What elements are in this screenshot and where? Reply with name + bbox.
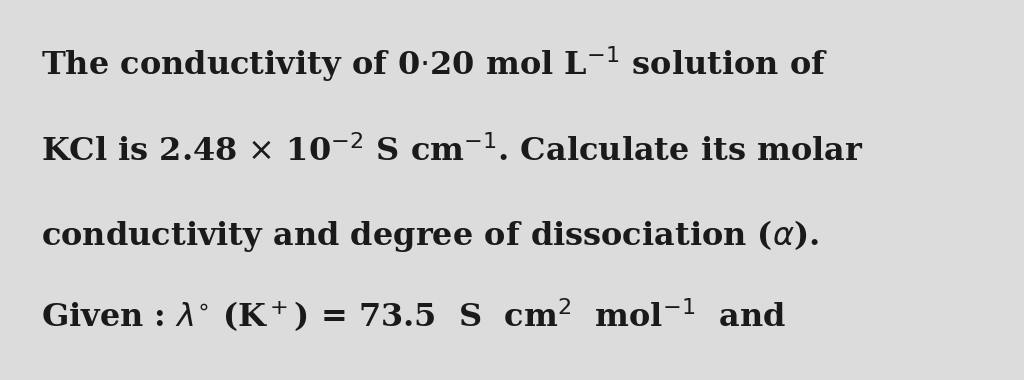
Text: Given : $\lambda$$^{\circ}$ (K$^+$) = 73.5  S  cm$^2$  mol$^{-1}$  and: Given : $\lambda$$^{\circ}$ (K$^+$) = 73…	[41, 296, 786, 334]
Text: KCl is 2.48 $\times$ 10$^{-2}$ S cm$^{-1}$. Calculate its molar: KCl is 2.48 $\times$ 10$^{-2}$ S cm$^{-1…	[41, 136, 863, 168]
Text: conductivity and degree of dissociation ($\alpha$).: conductivity and degree of dissociation …	[41, 218, 819, 253]
Text: The conductivity of 0$\cdot$20 mol L$^{-1}$ solution of: The conductivity of 0$\cdot$20 mol L$^{-…	[41, 45, 828, 84]
